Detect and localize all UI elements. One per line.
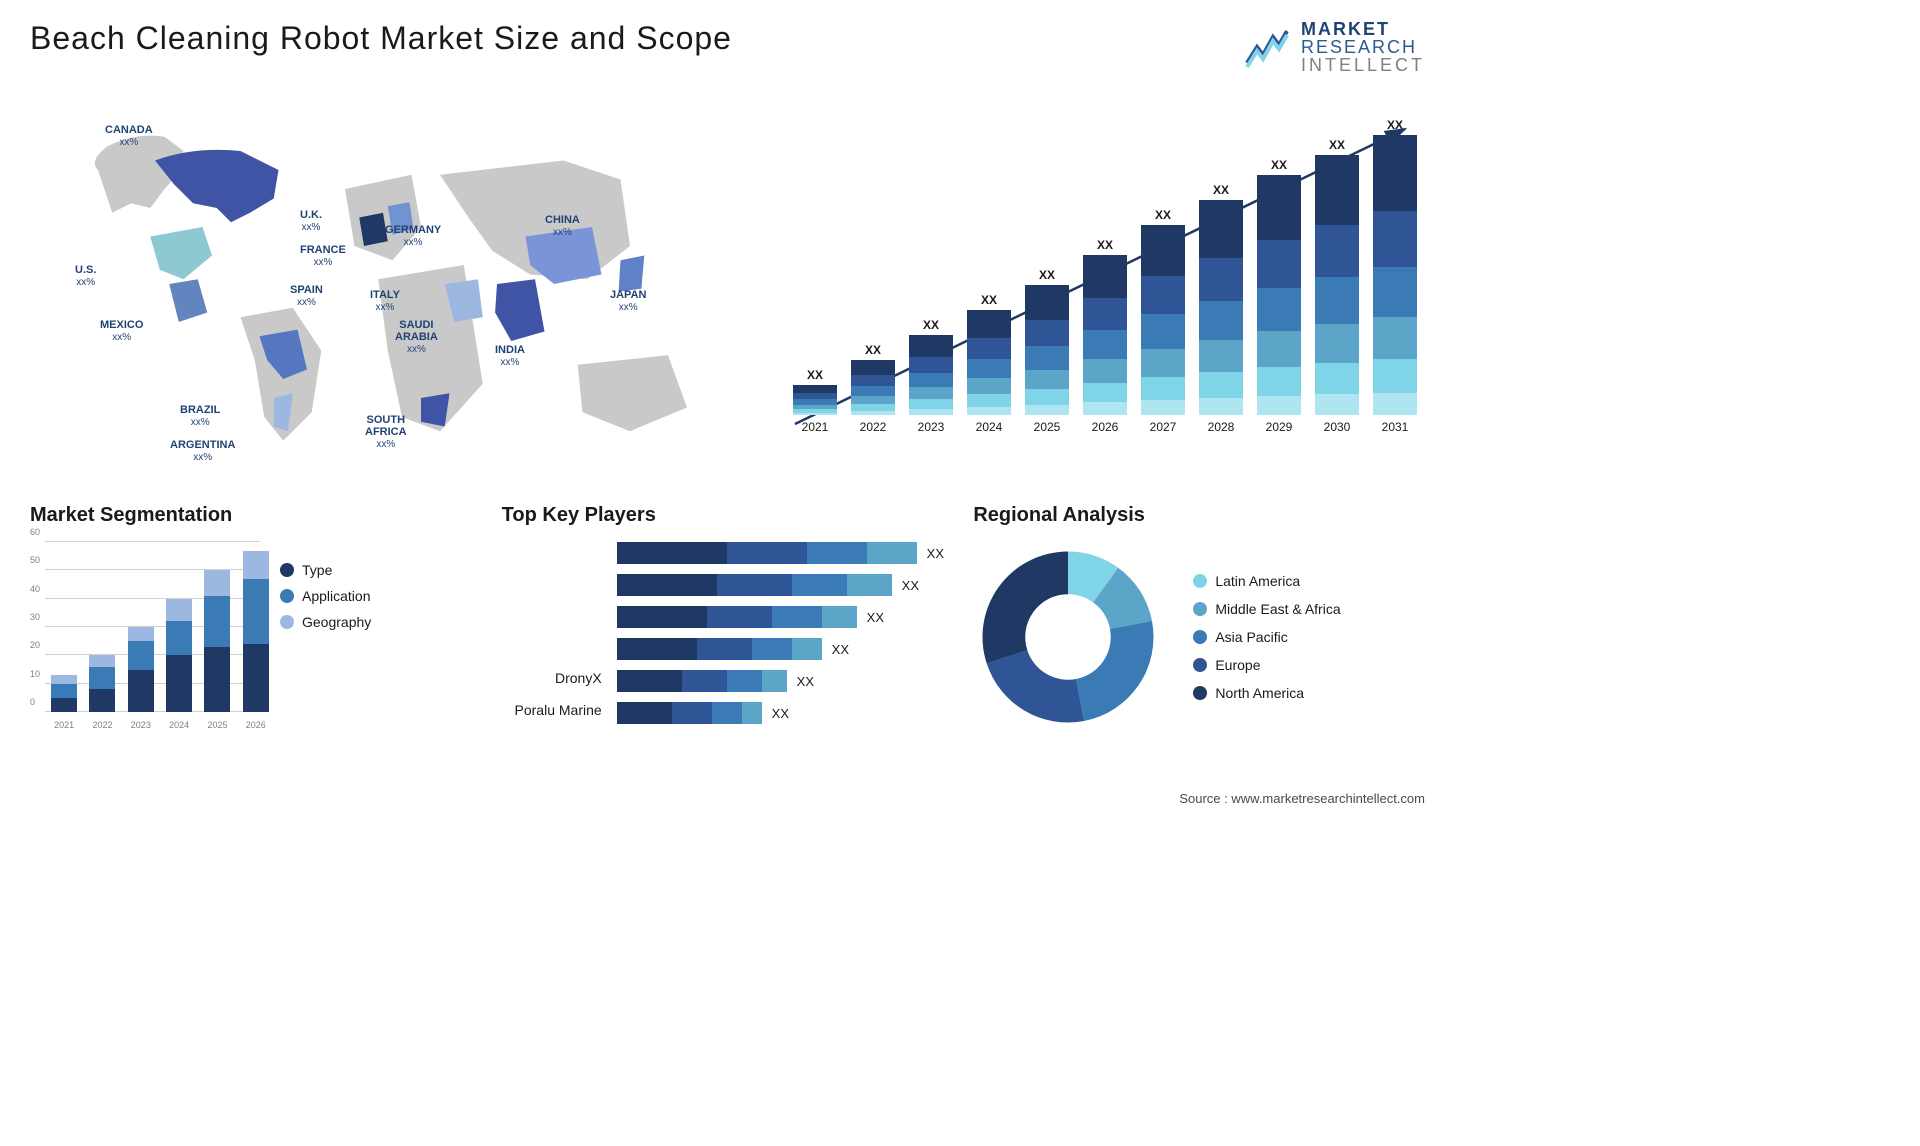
regional-legend: Latin America Middle East & Africa Asia Pa… [1193,573,1340,701]
donut-slice [987,650,1084,722]
segmentation-bar: 2023 [128,627,154,712]
growth-bar: XX2028 [1196,183,1246,434]
growth-bar: XX2022 [848,343,898,434]
legend-item: Asia Pacific [1193,629,1340,645]
map-label: ITALYxx% [370,289,400,313]
map-label: BRAZILxx% [180,404,220,428]
player-bar: XX [617,702,944,724]
donut-slice [983,552,1069,664]
segmentation-bar: 2021 [51,675,77,712]
growth-bar: XX2026 [1080,238,1130,434]
map-label: GERMANYxx% [385,224,441,248]
player-bar: XX [617,574,944,596]
player-bar: XX [617,670,944,692]
segmentation-legend: Type Application Geography [280,542,371,732]
segmentation-bar: 2026 [243,551,269,712]
growth-bar: XX2023 [906,318,956,434]
map-label: INDIAxx% [495,344,525,368]
map-label: CANADAxx% [105,124,153,148]
player-bar: XX [617,638,944,660]
logo-mark-icon [1243,23,1291,71]
regional-title: Regional Analysis [973,504,1425,527]
brand-logo: MARKET RESEARCH INTELLECT [1243,20,1425,74]
map-label: U.S.xx% [75,264,96,288]
map-label: U.K.xx% [300,209,322,233]
segmentation-bar: 2024 [166,599,192,712]
legend-item: Type [280,562,371,578]
segmentation-bar: 2025 [204,570,230,712]
player-bar: XX [617,542,944,564]
map-label: SAUDIARABIAxx% [395,319,438,355]
legend-item: North America [1193,685,1340,701]
legend-item: Europe [1193,657,1340,673]
map-label: JAPANxx% [610,289,646,313]
segmentation-bar: 2022 [89,655,115,712]
map-label: SOUTHAFRICAxx% [365,414,407,450]
regional-section: Regional Analysis Latin America Middle Ea… [973,504,1425,732]
growth-bar: XX2030 [1312,138,1362,434]
map-label: MEXICOxx% [100,319,143,343]
legend-item: Latin America [1193,573,1340,589]
growth-chart: XX2021XX2022XX2023XX2024XX2025XX2026XX20… [785,94,1425,474]
source-text: Source : www.marketresearchintellect.com [1179,791,1425,806]
growth-bar: XX2031 [1370,118,1420,434]
growth-bar: XX2027 [1138,208,1188,434]
donut-slice [1076,621,1153,721]
growth-bar: XX2025 [1022,268,1072,434]
growth-bar: XX2029 [1254,158,1304,434]
donut-chart [973,542,1163,732]
map-label: CHINAxx% [545,214,580,238]
logo-text-mid: RESEARCH [1301,38,1425,56]
logo-text-bot: INTELLECT [1301,56,1425,74]
player-bar: XX [617,606,944,628]
map-label: ARGENTINAxx% [170,439,235,463]
legend-item: Geography [280,614,371,630]
map-label: FRANCExx% [300,244,346,268]
segmentation-title: Market Segmentation [30,504,482,527]
growth-bar: XX2021 [790,368,840,434]
legend-item: Application [280,588,371,604]
world-map: CANADAxx% U.S.xx% MEXICOxx% BRAZILxx% ARGENT… [30,94,755,474]
segmentation-section: Market Segmentation 0102030405060 202120… [30,504,482,732]
players-title: Top Key Players [502,504,954,527]
players-section: Top Key Players DronyXPoralu Marine XX XX… [502,504,954,732]
players-labels: DronyXPoralu Marine [502,542,602,726]
map-label: SPAINxx% [290,284,323,308]
logo-text-top: MARKET [1301,20,1425,38]
page-title: Beach Cleaning Robot Market Size and Sco… [30,20,732,57]
legend-item: Middle East & Africa [1193,601,1340,617]
growth-bar: XX2024 [964,293,1014,434]
